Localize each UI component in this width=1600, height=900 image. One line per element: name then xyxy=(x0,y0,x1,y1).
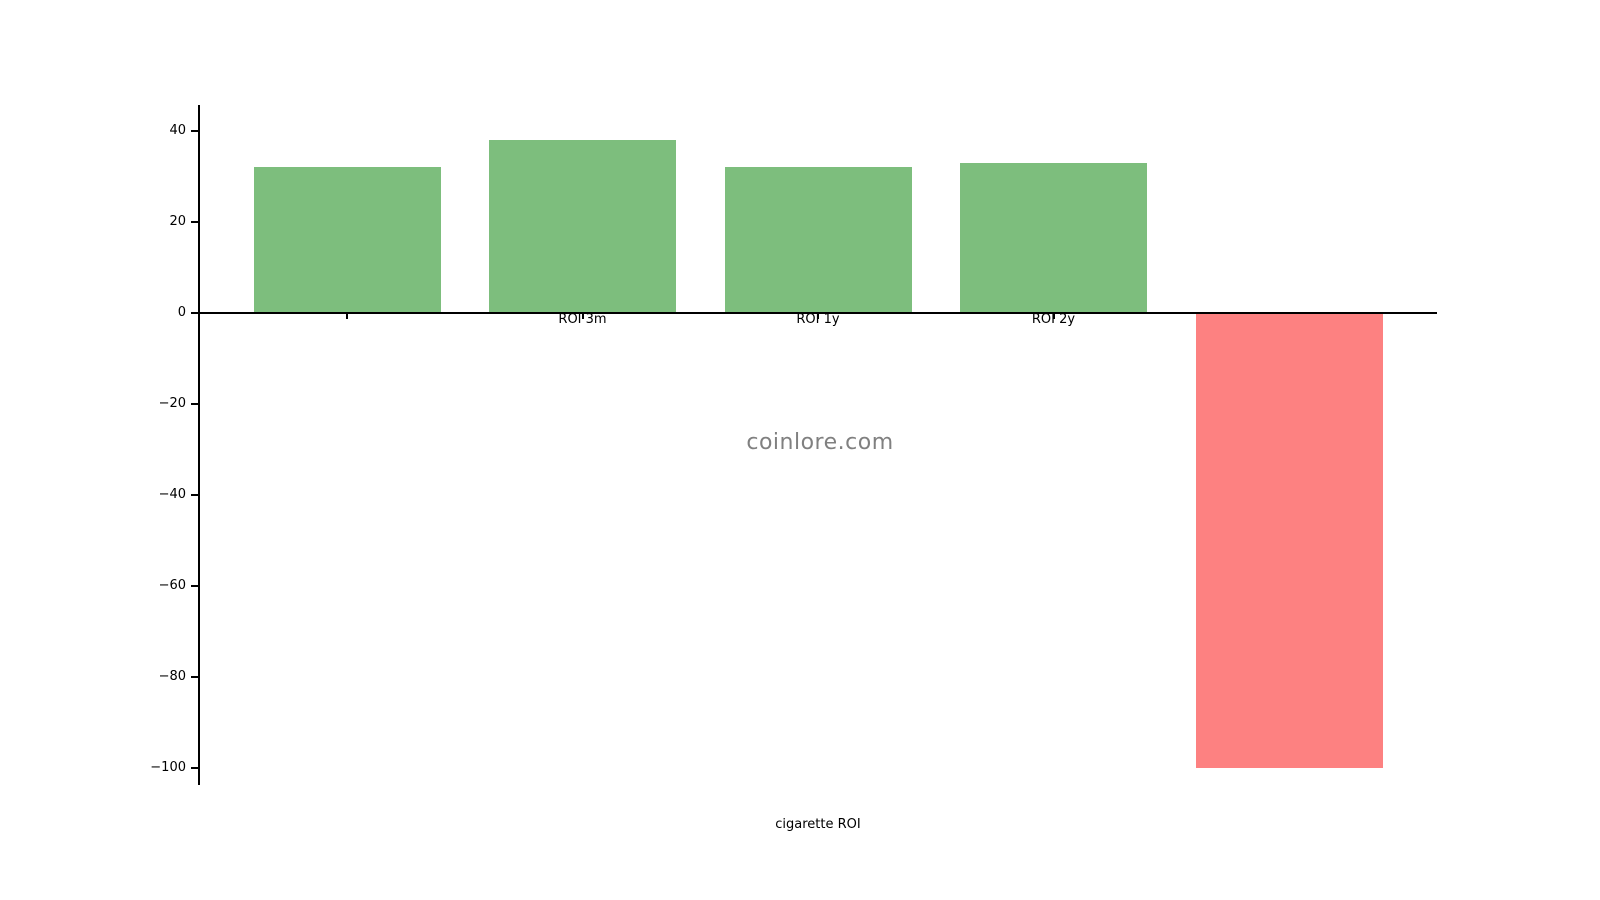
y-tick-mark xyxy=(191,403,198,405)
y-tick-label: −80 xyxy=(158,669,186,684)
x-axis-line xyxy=(198,312,1437,314)
bar xyxy=(489,140,676,313)
x-tick-mark xyxy=(581,313,584,319)
y-tick-label: 40 xyxy=(169,123,186,138)
y-tick-label: −40 xyxy=(158,487,186,502)
y-tick-mark xyxy=(191,676,198,678)
bar xyxy=(1195,313,1383,768)
x-tick-mark xyxy=(817,313,819,319)
y-axis-spine xyxy=(198,105,200,785)
bar xyxy=(724,167,912,313)
x-tick-label: ROI 1y xyxy=(796,312,840,327)
y-tick-label: −100 xyxy=(150,760,186,775)
x-tick-label: ROI 3m xyxy=(558,312,607,327)
y-tick-mark xyxy=(191,767,198,769)
x-axis-title: cigarette ROI xyxy=(775,817,861,832)
bar xyxy=(253,167,441,313)
y-tick-mark xyxy=(191,585,198,587)
y-tick-label: −60 xyxy=(158,578,186,593)
y-tick-mark xyxy=(191,130,198,132)
y-tick-mark xyxy=(191,312,198,314)
x-tick-mark xyxy=(1052,313,1055,319)
x-tick-mark xyxy=(346,313,348,319)
y-tick-label: 0 xyxy=(177,305,186,320)
y-tick-label: −20 xyxy=(158,396,186,411)
y-tick-label: 20 xyxy=(169,214,186,229)
x-tick-label: ROI 2y xyxy=(1031,312,1076,327)
y-tick-mark xyxy=(191,494,198,496)
bar xyxy=(960,162,1147,313)
watermark: coinlore.com xyxy=(746,430,894,455)
y-tick-mark xyxy=(191,221,198,223)
